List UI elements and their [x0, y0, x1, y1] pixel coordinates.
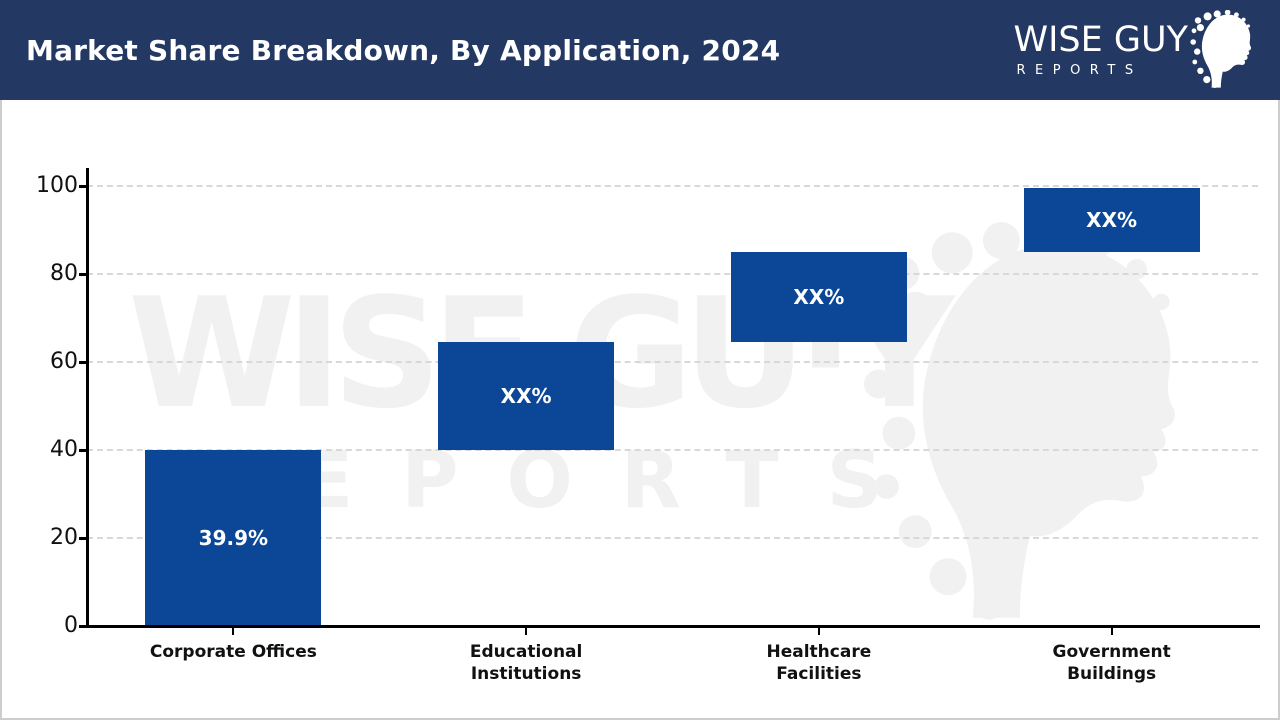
bar-healthcare-facilities: XX%: [730, 252, 907, 343]
x-tick-educational-institutions: [525, 628, 528, 635]
y-tick-40: [79, 449, 87, 452]
x-label-government-buildings: Government Buildings: [1052, 642, 1171, 684]
y-tick-100: [79, 185, 87, 188]
header: Market Share Breakdown, By Application, …: [0, 0, 1280, 100]
watermark-head-icon: [860, 220, 1192, 630]
brand-logo-text: WISE GUY REPORTS: [1013, 19, 1188, 78]
gridline-20: [87, 537, 1258, 539]
y-axis-line: [86, 168, 89, 628]
bar-government-buildings: XX%: [1023, 187, 1200, 252]
y-tick-label-80: 80: [50, 261, 78, 286]
x-axis-line: [86, 625, 1260, 628]
y-tick-0: [79, 625, 87, 628]
y-tick-label-40: 40: [50, 437, 78, 462]
x-label-educational-institutions: Educational Institutions: [469, 642, 583, 684]
bar-corporate-offices: 39.9%: [145, 450, 322, 626]
y-tick-80: [79, 273, 87, 276]
brand-logo: WISE GUY REPORTS: [1013, 9, 1254, 91]
bar-value-label: XX%: [1086, 207, 1138, 232]
gridline-80: [87, 273, 1258, 275]
y-tick-60: [79, 361, 87, 364]
brand-wordmark: WISE GUY: [1013, 19, 1188, 60]
y-tick-label-100: 100: [36, 173, 78, 198]
x-tick-corporate-offices: [232, 628, 235, 635]
x-label-healthcare-facilities: Healthcare Facilities: [766, 642, 872, 684]
x-tick-healthcare-facilities: [817, 628, 820, 635]
bar-value-label: XX%: [500, 384, 552, 409]
wiseguy-head-icon: [1190, 9, 1254, 91]
y-tick-label-0: 0: [64, 613, 78, 638]
gridline-100: [87, 185, 1258, 187]
brand-subtext: REPORTS: [1016, 62, 1143, 78]
bar-educational-institutions: XX%: [438, 342, 615, 451]
x-label-corporate-offices: Corporate Offices: [149, 642, 317, 662]
y-tick-20: [79, 537, 87, 540]
gridline-60: [87, 361, 1258, 363]
bar-value-label: 39.9%: [198, 526, 269, 551]
y-tick-label-60: 60: [50, 349, 78, 374]
gridline-40: [87, 449, 1258, 451]
y-tick-label-20: 20: [50, 525, 78, 550]
x-tick-government-buildings: [1110, 628, 1113, 635]
bar-value-label: XX%: [793, 285, 845, 310]
chart-title: Market Share Breakdown, By Application, …: [26, 33, 781, 67]
